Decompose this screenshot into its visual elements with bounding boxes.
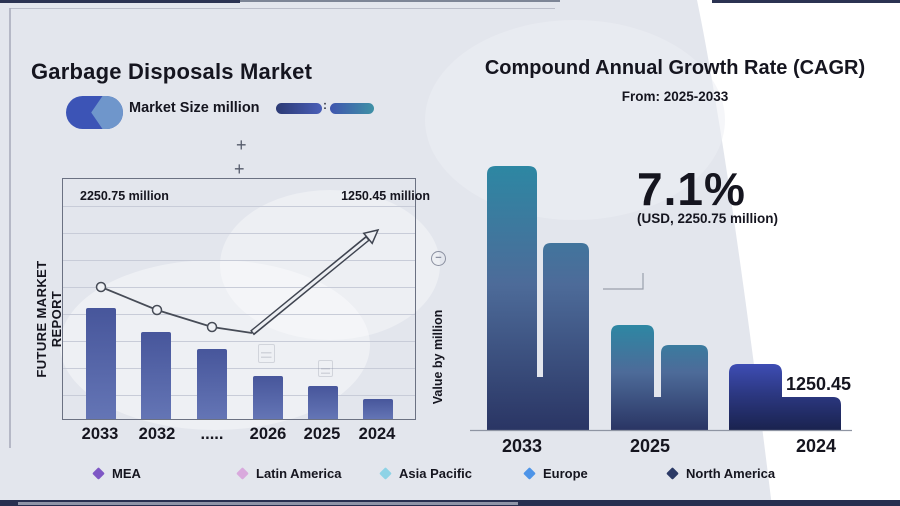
axis-label-2025: 2025 [303,425,341,443]
cagr-title: Compound Annual Growth Rate (CAGR) [484,57,866,79]
cylinder-face [91,96,123,129]
plus-icon: + [236,135,247,155]
cagr-note: (USD, 2250.75 million) [637,211,779,226]
cagr-subtitle: From: 2025-2033 [621,89,729,104]
latin-america-diamond-icon [236,467,249,480]
legend-item-asia-pacific: Asia Pacific [379,466,472,481]
bar-2024 [362,399,393,419]
minus-circle-icon: − [431,251,446,266]
left-rule-line [9,8,11,448]
right-axis-label-2024: 2024 [795,436,837,456]
pill-separator: : [323,98,327,112]
legend-label: MEA [112,466,141,481]
cagr-bar-group-2025 [611,325,708,430]
cagr-bar-group-2033 [487,166,589,430]
document-icon [258,344,275,363]
bar-intermediate [197,349,227,419]
step-decoration [603,273,644,290]
bar-2033 [85,308,116,419]
legend-item-europe: Europe [523,466,588,481]
axis-label-2026: 2026 [249,425,287,443]
end-value-label: 1250.45 million [341,189,430,203]
series-label: Market Size million [129,100,260,116]
axis-label-dots: ..... [200,425,224,443]
start-value-label: 2250.75 million [80,189,169,203]
right-axis-label-2033: 2033 [501,436,543,456]
bar-2025 [307,386,338,419]
legend-item-north-america: North America [666,466,776,481]
legend-label: North America [686,466,776,481]
legend-item-latin-america: Latin America [236,466,342,481]
left-chart-title: Garbage Disposals Market [31,59,313,84]
top-hairline [10,8,555,9]
gradient-pill-icon [330,103,374,114]
axis-label-2024: 2024 [358,425,396,443]
value-axis-label: Value by million [431,309,445,405]
legend-label: Europe [543,466,588,481]
plus-icon: + [234,159,245,179]
cylinder-icon [66,96,123,129]
legend-label: Latin America [256,466,342,481]
asia-pacific-diamond-icon [379,467,392,480]
top-edge-strip [712,0,900,3]
top-edge-strip [0,0,240,3]
right-axis-label-2025: 2025 [629,436,671,456]
legend-item-mea: MEA [92,466,141,481]
gradient-pill-icon [276,103,322,114]
value-callout: 1250.45 [786,374,852,394]
legend-label: Asia Pacific [399,466,472,481]
document-icon [318,360,333,377]
future-market-report-watermark: FUTURE MARKET REPORT [34,260,64,378]
cagr-value: 7.1% [637,163,746,215]
north-america-diamond-icon [666,467,679,480]
bar-2026 [252,376,283,419]
axis-label-2032: 2032 [138,425,176,443]
axis-label-2033: 2033 [81,425,119,443]
top-edge-strip [240,0,560,2]
mea-diamond-icon [92,467,105,480]
bottom-edge-strip-light [18,502,518,505]
bar-2032 [141,332,171,419]
europe-diamond-icon [523,467,536,480]
